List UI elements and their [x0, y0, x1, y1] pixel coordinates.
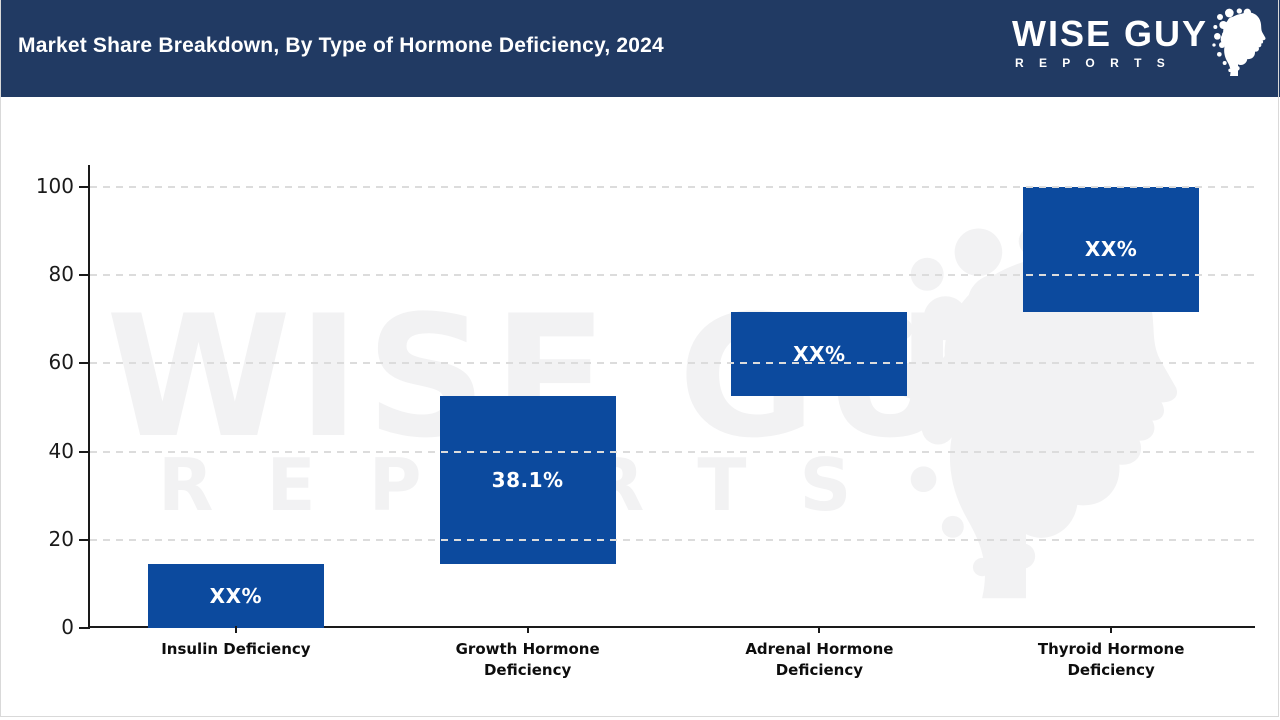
wiseguy-face-icon — [1212, 8, 1266, 76]
y-axis-tick-label-80: 80 — [48, 262, 74, 287]
logo-subtext: R E P O R T S — [1014, 56, 1171, 70]
y-axis-tick-60 — [79, 362, 90, 365]
bar-value-label-insulin-deficiency: XX% — [209, 583, 263, 608]
bar-growth-hormone-deficiency — [439, 395, 616, 564]
y-axis-tick-label-40: 40 — [48, 438, 74, 463]
axes-layer: 0 20 40 60 80 100 Insulin Deficiency Growth Hor… — [36, 165, 1255, 679]
x-axis-tick-2 — [526, 626, 529, 633]
y-axis-tick-100 — [79, 186, 90, 189]
x-axis-category-label-growth-hormone-deficiency: Growth Hormone Deficiency — [455, 640, 600, 679]
y-axis-tick-label-60: 60 — [48, 350, 74, 375]
x-axis-tick-4 — [1110, 626, 1113, 633]
bar-value-label-thyroid-hormone-deficiency: XX% — [1084, 237, 1138, 262]
wiseguy-logo: WISE GUY R E P O R T S — [1012, 7, 1270, 79]
y-axis-tick-0 — [79, 627, 90, 629]
y-axis-tick-20 — [79, 538, 90, 541]
bar-labels-layer: XX% 38.1% XX% XX% — [90, 165, 1255, 626]
bar-value-label-adrenal-hormone-deficiency: XX% — [793, 341, 846, 366]
bars-layer — [90, 165, 1255, 628]
y-axis-tick-label-100: 100 — [35, 174, 74, 199]
x-axis-tick-3 — [818, 626, 821, 633]
x-axis-category-label-adrenal-hormone-deficiency: Adrenal Hormone Deficiency — [745, 640, 894, 679]
x-axis-category-label-insulin-deficiency: Insulin Deficiency — [161, 640, 311, 658]
bar-adrenal-hormone-deficiency — [731, 311, 908, 396]
x-axis-category-label-thyroid-hormone-deficiency: Thyroid Hormone Deficiency — [1037, 640, 1185, 679]
y-axis-tick-label-0: 0 — [61, 615, 74, 640]
logo-wordmark: WISE GUY — [1011, 13, 1208, 54]
header-banner: Market Share Breakdown, By Type of Hormo… — [0, 0, 1280, 97]
y-axis-tick-80 — [79, 274, 90, 277]
y-axis-tick-label-20: 20 — [48, 526, 74, 551]
y-axis-tick-40 — [79, 450, 90, 453]
bar-thyroid-hormone-deficiency — [1023, 187, 1200, 312]
page-title: Market Share Breakdown, By Type of Hormo… — [18, 33, 664, 57]
logo-text: WISE GUY R E P O R T S — [1011, 13, 1208, 71]
plot-area: XX% 38.1% XX% XX% 0 20 40 60 80 100 Insulin Defic… — [36, 165, 1255, 679]
x-axis-tick-1 — [234, 626, 237, 633]
bar-value-label-growth-hormone-deficiency: 38.1% — [491, 467, 564, 492]
chart-region: WISE GUY R E P O R T S XX%38.1%XX%XX% 02… — [0, 97, 1280, 720]
bar-insulin-deficiency — [147, 563, 324, 628]
